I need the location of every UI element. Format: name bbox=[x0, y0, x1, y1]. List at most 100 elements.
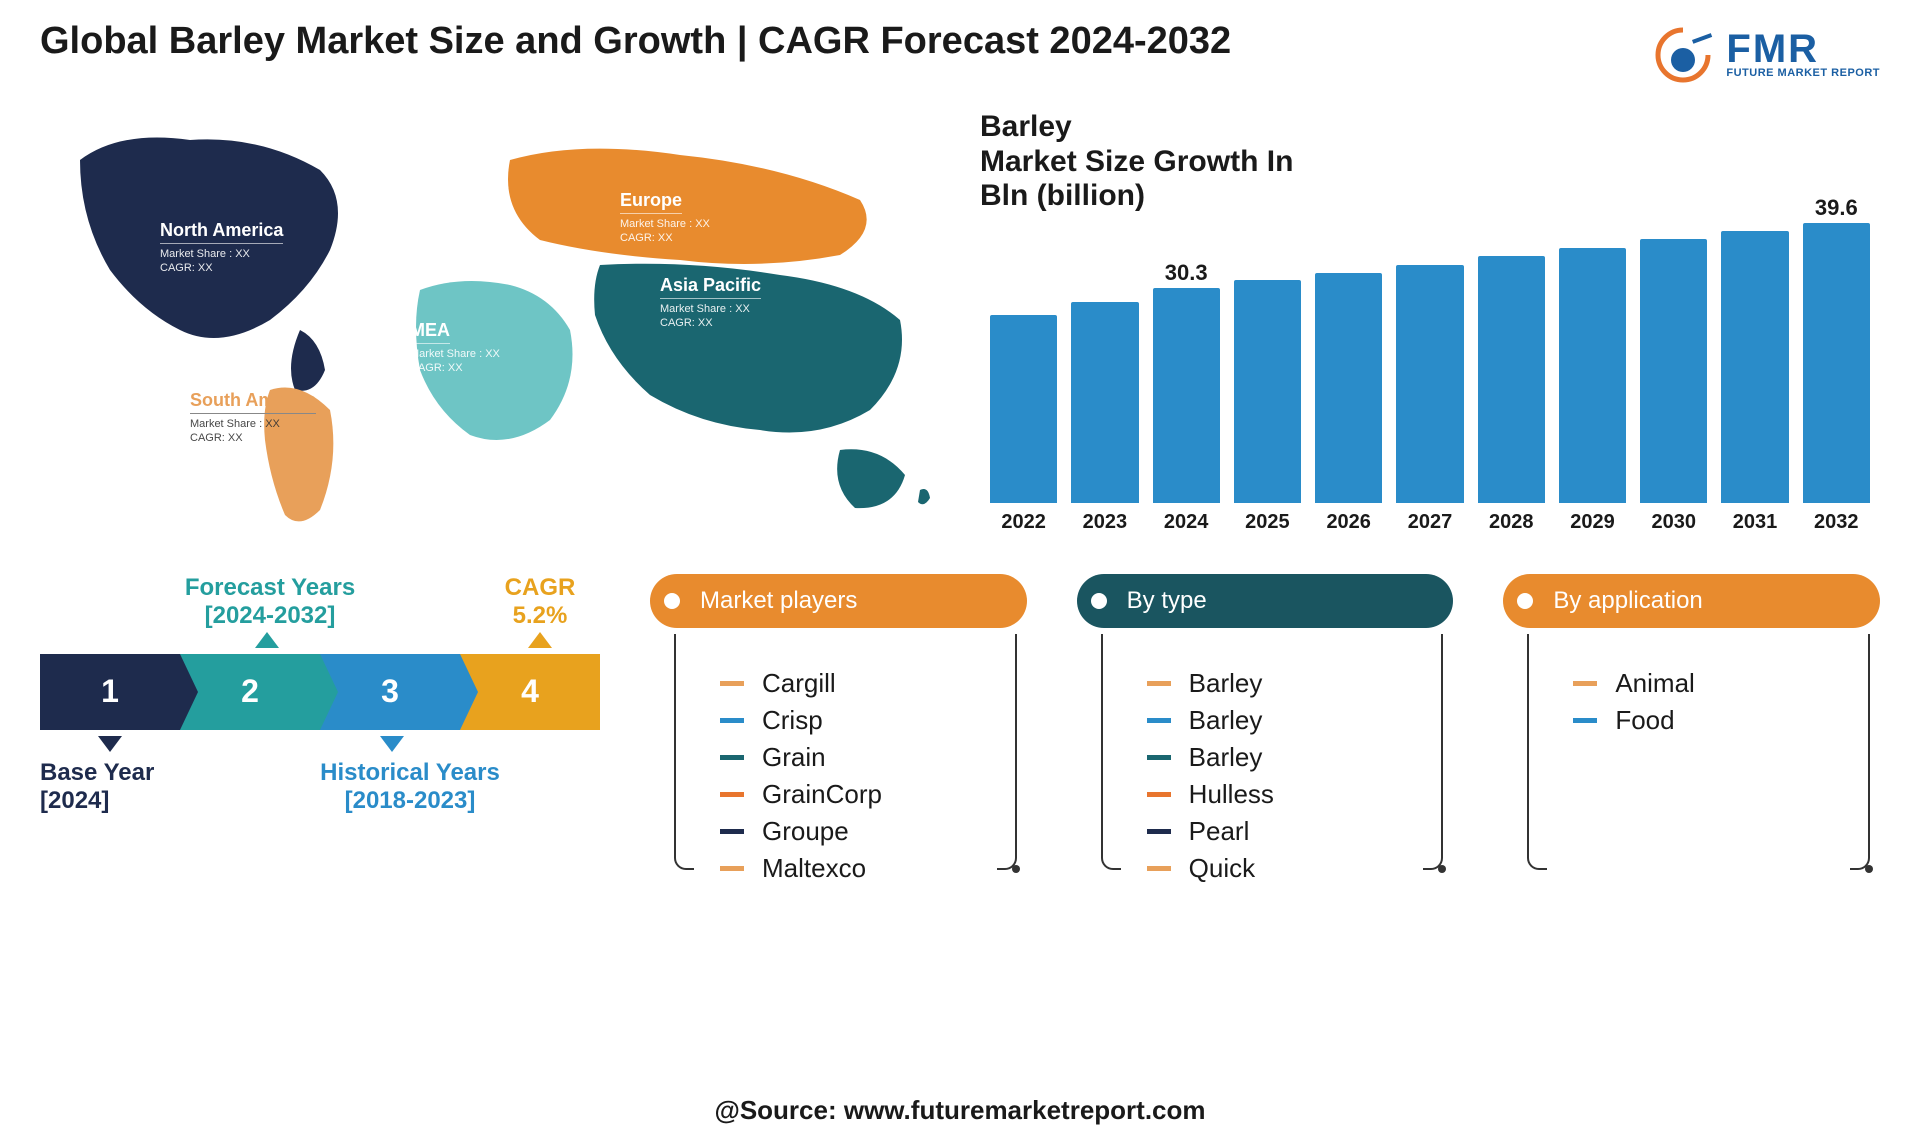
item-label: Food bbox=[1615, 705, 1674, 736]
item-label: Barley bbox=[1189, 705, 1263, 736]
pill-dot-icon bbox=[1091, 593, 1107, 609]
category-title: By type bbox=[1127, 587, 1207, 615]
bracket-left-icon bbox=[1527, 634, 1547, 870]
item-dash-icon bbox=[1573, 718, 1597, 723]
region-label: North AmericaMarket Share : XXCAGR: XX bbox=[160, 220, 283, 276]
bar-chart: 2022202330.32024202520262027202820292030… bbox=[980, 224, 1880, 534]
bar bbox=[1640, 239, 1707, 502]
chart-title-l2: Market Size Growth In bbox=[980, 145, 1293, 178]
item-label: Animal bbox=[1615, 668, 1694, 699]
bar-group: 2028 bbox=[1478, 256, 1545, 533]
bar-value-label: 39.6 bbox=[1815, 195, 1858, 221]
bar bbox=[990, 315, 1057, 502]
timeline-segment: 2 bbox=[180, 654, 320, 730]
category-item: Barley bbox=[1147, 668, 1454, 699]
forecast-arrow-icon bbox=[255, 632, 279, 648]
bar-year-label: 2032 bbox=[1814, 511, 1859, 534]
item-dash-icon bbox=[1573, 681, 1597, 686]
category-item: Crisp bbox=[720, 705, 1027, 736]
timeline: Forecast Years [2024-2032] CAGR 5.2% 123… bbox=[40, 574, 600, 730]
item-dash-icon bbox=[1147, 792, 1171, 797]
pill-dot-icon bbox=[1517, 593, 1533, 609]
bracket-right-icon bbox=[1850, 634, 1870, 870]
category-item: Barley bbox=[1147, 742, 1454, 773]
bar bbox=[1559, 248, 1626, 503]
category-title: Market players bbox=[700, 587, 857, 615]
category-item: Pearl bbox=[1147, 816, 1454, 847]
category-item: Barley bbox=[1147, 705, 1454, 736]
category-list: Cargill Crisp Grain GrainCorp Groupe Maltexco bbox=[720, 658, 1027, 884]
timeline-segment: 4 bbox=[460, 654, 600, 730]
region-label: South AmericaMarket Share : XXCAGR: XX bbox=[190, 390, 316, 446]
item-dash-icon bbox=[720, 829, 744, 834]
category-item: Food bbox=[1573, 705, 1880, 736]
bar bbox=[1478, 256, 1545, 502]
category-item: GrainCorp bbox=[720, 779, 1027, 810]
bracket-right-icon bbox=[1423, 634, 1443, 870]
bar bbox=[1071, 302, 1138, 503]
item-label: Barley bbox=[1189, 742, 1263, 773]
category-pill: Market players bbox=[650, 574, 1027, 628]
category-item: Maltexco bbox=[720, 853, 1027, 884]
bar-year-label: 2031 bbox=[1733, 511, 1778, 534]
item-label: Pearl bbox=[1189, 816, 1250, 847]
bar bbox=[1315, 273, 1382, 503]
category-title: By application bbox=[1553, 587, 1702, 615]
category-item: Quick bbox=[1147, 853, 1454, 884]
region-label: MEAMarket Share : XXCAGR: XX bbox=[410, 320, 500, 376]
pill-dot-icon bbox=[664, 593, 680, 609]
forecast-label: Forecast Years bbox=[185, 574, 355, 601]
world-map: North AmericaMarket Share : XXCAGR: XX So… bbox=[40, 110, 940, 530]
bracket-right-icon bbox=[997, 634, 1017, 870]
bar-group: 2025 bbox=[1234, 280, 1301, 533]
bar-group: 2022 bbox=[990, 315, 1057, 533]
item-dash-icon bbox=[1147, 829, 1171, 834]
item-label: Groupe bbox=[762, 816, 849, 847]
item-label: Quick bbox=[1189, 853, 1255, 884]
source-attribution: @Source: www.futuremarketreport.com bbox=[714, 1095, 1205, 1126]
bar-group: 2031 bbox=[1721, 231, 1788, 534]
fmr-logo: FMR FUTURE MARKET REPORT bbox=[1648, 20, 1880, 90]
bar bbox=[1803, 223, 1870, 503]
category-pill: By application bbox=[1503, 574, 1880, 628]
item-dash-icon bbox=[1147, 866, 1171, 871]
bar-group: 2030 bbox=[1640, 239, 1707, 533]
chart-title-l3: Bln (billion) bbox=[980, 179, 1145, 212]
bar-chart-section: Barley Market Size Growth In Bln (billio… bbox=[980, 110, 1880, 534]
bar-year-label: 2025 bbox=[1245, 511, 1290, 534]
historical-label: Historical Years bbox=[320, 759, 500, 786]
base-year: [2024] bbox=[40, 787, 109, 814]
category-item: Cargill bbox=[720, 668, 1027, 699]
region-label: EuropeMarket Share : XXCAGR: XX bbox=[620, 190, 710, 246]
category-item: Hulless bbox=[1147, 779, 1454, 810]
item-dash-icon bbox=[1147, 755, 1171, 760]
item-dash-icon bbox=[1147, 681, 1171, 686]
page-title: Global Barley Market Size and Growth | C… bbox=[40, 20, 1231, 63]
bar bbox=[1721, 231, 1788, 503]
category-item: Animal bbox=[1573, 668, 1880, 699]
category-column: By type Barley Barley Barley Hulless Pearl Qui… bbox=[1077, 574, 1454, 890]
bar-year-label: 2023 bbox=[1083, 511, 1128, 534]
bar-year-label: 2028 bbox=[1489, 511, 1534, 534]
item-dash-icon bbox=[720, 866, 744, 871]
historical-years: [2018-2023] bbox=[345, 787, 476, 814]
item-label: Maltexco bbox=[762, 853, 866, 884]
base-label: Base Year bbox=[40, 759, 154, 786]
historical-arrow-icon bbox=[380, 736, 404, 752]
category-item: Groupe bbox=[720, 816, 1027, 847]
bar-year-label: 2026 bbox=[1326, 511, 1371, 534]
bar-year-label: 2024 bbox=[1164, 511, 1209, 534]
bar-value-label: 30.3 bbox=[1165, 260, 1208, 286]
category-list: Animal Food bbox=[1573, 658, 1880, 736]
bar-group: 2023 bbox=[1071, 302, 1138, 534]
region-label: Asia PacificMarket Share : XXCAGR: XX bbox=[660, 275, 761, 331]
chart-title-l1: Barley bbox=[980, 110, 1072, 143]
logo-sub-text: FUTURE MARKET REPORT bbox=[1726, 67, 1880, 79]
bar-group: 30.32024 bbox=[1153, 288, 1220, 533]
category-item: Grain bbox=[720, 742, 1027, 773]
category-column: By application Animal Food bbox=[1503, 574, 1880, 890]
item-label: Cargill bbox=[762, 668, 836, 699]
bar bbox=[1234, 280, 1301, 502]
bar-year-label: 2027 bbox=[1408, 511, 1453, 534]
item-label: Crisp bbox=[762, 705, 823, 736]
